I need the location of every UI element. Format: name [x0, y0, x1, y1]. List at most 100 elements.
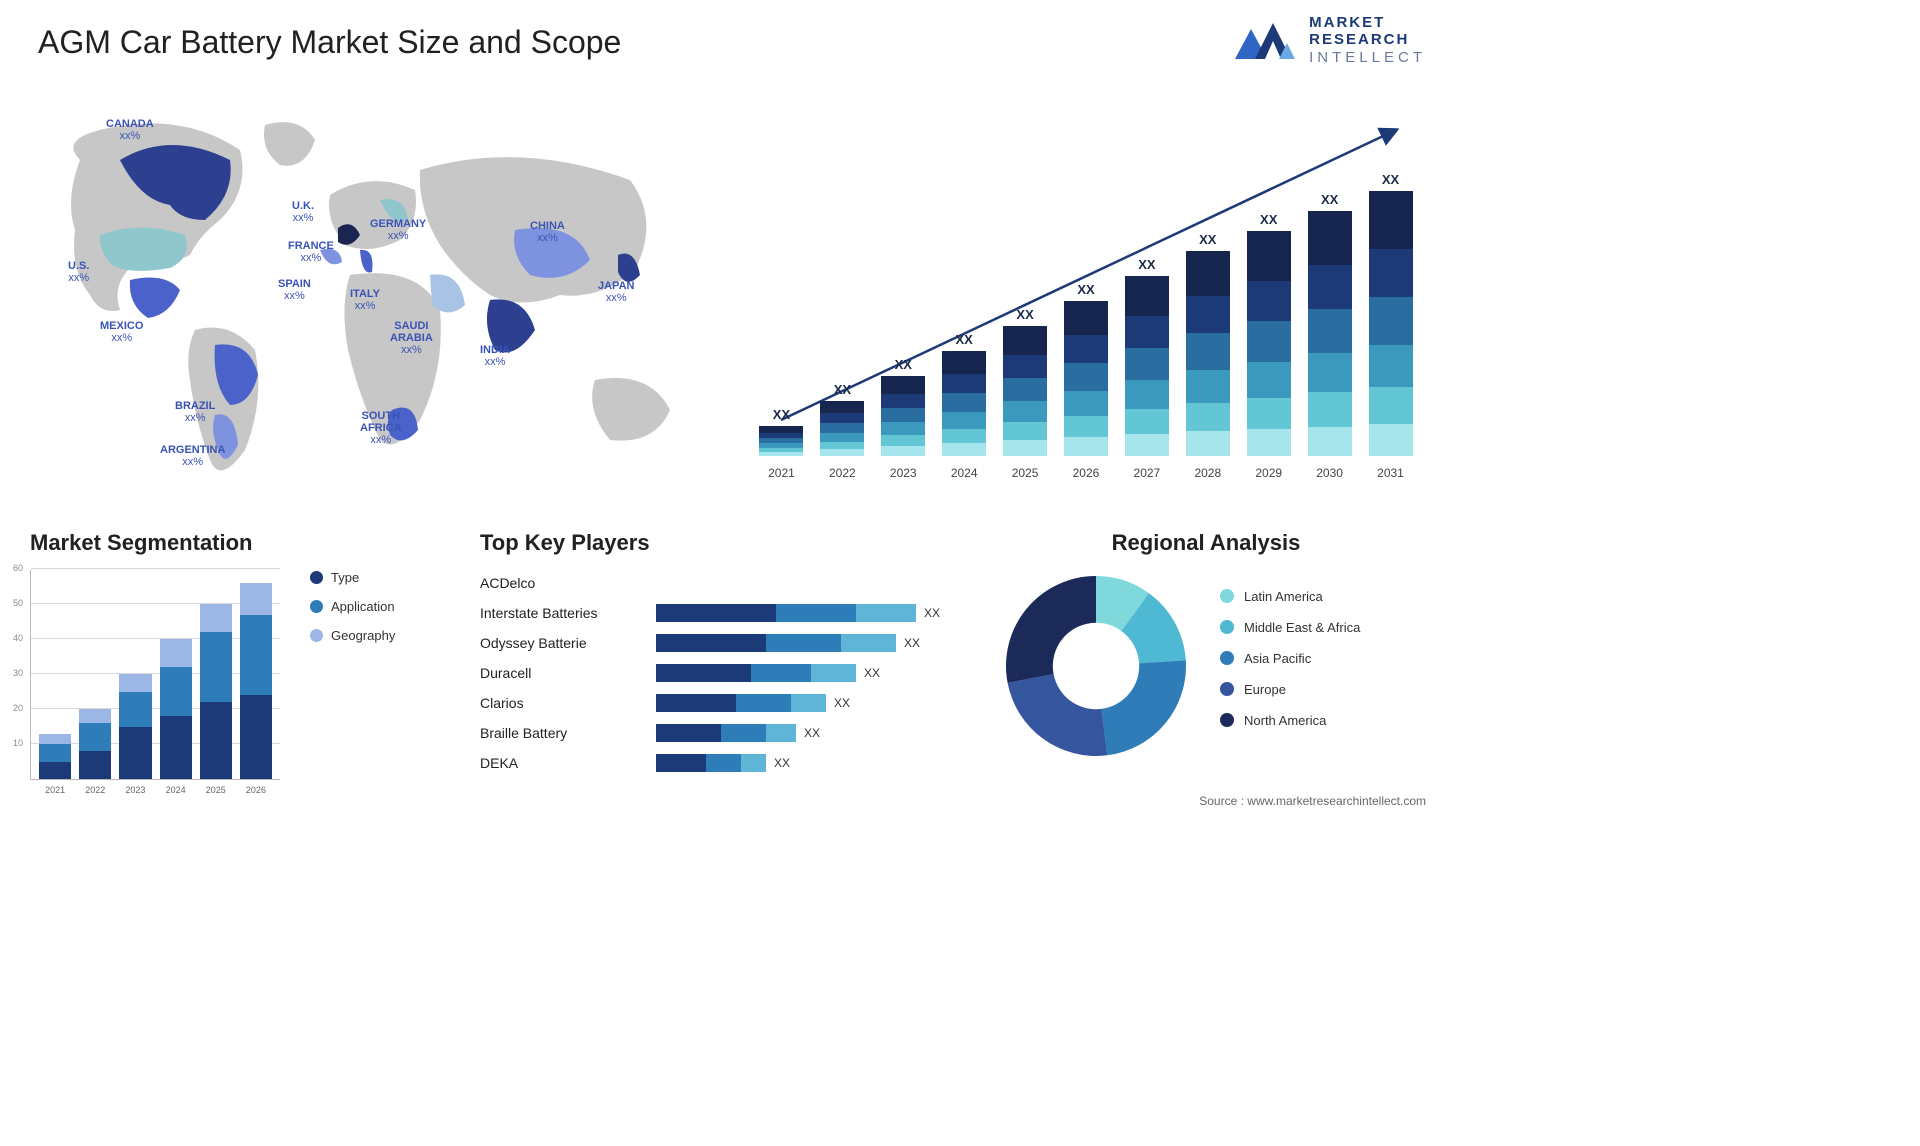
- x-axis-label: 2029: [1243, 466, 1294, 480]
- x-axis-label: 2026: [1061, 466, 1112, 480]
- x-axis-label: 2025: [1000, 466, 1051, 480]
- player-bar-row: XX: [656, 748, 980, 778]
- player-bar-row: [656, 568, 980, 598]
- players-bars: XX XX XX XX XX XX: [656, 568, 980, 778]
- player-value: XX: [774, 756, 790, 770]
- country-label: BRAZILxx%: [175, 400, 215, 424]
- country-label: U.K.xx%: [292, 200, 314, 224]
- forecast-bar: XX: [1000, 307, 1051, 456]
- players-title: Top Key Players: [480, 530, 980, 556]
- x-axis-label: 2023: [119, 785, 151, 795]
- country-label: MEXICOxx%: [100, 320, 143, 344]
- logo-text: MARKET RESEARCH INTELLECT: [1309, 14, 1426, 66]
- regional-panel: Regional Analysis Latin America Middle Ea…: [996, 530, 1416, 766]
- country-label: SAUDIARABIAxx%: [390, 320, 433, 356]
- legend-item: Latin America: [1220, 589, 1360, 604]
- country-label: CHINAxx%: [530, 220, 565, 244]
- country-label: INDIAxx%: [480, 344, 510, 368]
- regional-title: Regional Analysis: [996, 530, 1416, 556]
- x-axis-label: 2025: [200, 785, 232, 795]
- forecast-bar: XX: [1365, 172, 1416, 456]
- regional-donut-chart: [996, 566, 1196, 766]
- world-map: CANADAxx% U.S.xx% MEXICOxx% BRAZILxx% ARGENT…: [20, 100, 720, 500]
- bar-value-label: XX: [1016, 307, 1033, 322]
- forecast-bar: XX: [817, 382, 868, 456]
- x-axis-label: 2023: [878, 466, 929, 480]
- logo-mark-icon: [1233, 17, 1297, 63]
- country-label: SOUTHAFRICAxx%: [360, 410, 402, 446]
- page-title: AGM Car Battery Market Size and Scope: [38, 24, 621, 61]
- player-name: Odyssey Batterie: [480, 628, 640, 658]
- forecast-bar: XX: [939, 332, 990, 456]
- players-names: ACDelcoInterstate BatteriesOdyssey Batte…: [480, 568, 640, 778]
- player-bar-row: XX: [656, 688, 980, 718]
- x-axis-label: 2021: [39, 785, 71, 795]
- country-label: CANADAxx%: [106, 118, 154, 142]
- segmentation-bar: [39, 734, 71, 780]
- bar-value-label: XX: [956, 332, 973, 347]
- brand-logo: MARKET RESEARCH INTELLECT: [1233, 14, 1426, 66]
- bar-value-label: XX: [1199, 232, 1216, 247]
- bar-value-label: XX: [1321, 192, 1338, 207]
- segmentation-legend: Type Application Geography: [310, 570, 395, 780]
- segmentation-bar: [119, 674, 151, 779]
- players-panel: Top Key Players ACDelcoInterstate Batter…: [480, 530, 980, 778]
- forecast-bar: XX: [1121, 257, 1172, 456]
- donut-segment: [1101, 660, 1186, 755]
- player-value: XX: [864, 666, 880, 680]
- legend-item: Asia Pacific: [1220, 651, 1360, 666]
- player-name: Interstate Batteries: [480, 598, 640, 628]
- x-axis-label: 2022: [79, 785, 111, 795]
- source-text: Source : www.marketresearchintellect.com: [1199, 794, 1426, 808]
- forecast-bar-chart: XXXXXXXXXXXXXXXXXXXXXX 20212022202320242…: [756, 110, 1416, 480]
- country-label: GERMANYxx%: [370, 218, 426, 242]
- x-axis-label: 2022: [817, 466, 868, 480]
- segmentation-bar: [160, 639, 192, 779]
- player-value: XX: [804, 726, 820, 740]
- country-label: FRANCExx%: [288, 240, 334, 264]
- forecast-bar: XX: [1182, 232, 1233, 456]
- segmentation-bar: [240, 583, 272, 779]
- player-name: Duracell: [480, 658, 640, 688]
- bar-value-label: XX: [895, 357, 912, 372]
- bar-value-label: XX: [1077, 282, 1094, 297]
- x-axis-label: 2024: [160, 785, 192, 795]
- donut-segment: [1006, 576, 1096, 683]
- country-label: U.S.xx%: [68, 260, 89, 284]
- player-name: Clarios: [480, 688, 640, 718]
- x-axis-label: 2024: [939, 466, 990, 480]
- segmentation-title: Market Segmentation: [30, 530, 460, 556]
- player-bar-row: XX: [656, 718, 980, 748]
- x-axis-label: 2028: [1182, 466, 1233, 480]
- forecast-bar: XX: [878, 357, 929, 456]
- forecast-bar: XX: [1061, 282, 1112, 456]
- player-name: Braille Battery: [480, 718, 640, 748]
- bar-value-label: XX: [1382, 172, 1399, 187]
- bar-value-label: XX: [773, 407, 790, 422]
- forecast-bar: XX: [1304, 192, 1355, 456]
- legend-item: Application: [310, 599, 395, 614]
- segmentation-bar: [79, 709, 111, 779]
- player-bar-row: XX: [656, 658, 980, 688]
- segmentation-bar: [200, 604, 232, 779]
- legend-item: Geography: [310, 628, 395, 643]
- bar-value-label: XX: [1260, 212, 1277, 227]
- country-label: JAPANxx%: [598, 280, 634, 304]
- bar-value-label: XX: [1138, 257, 1155, 272]
- legend-item: Type: [310, 570, 395, 585]
- player-bar-row: XX: [656, 598, 980, 628]
- country-label: ITALYxx%: [350, 288, 380, 312]
- segmentation-chart: 102030405060 202120222023202420252026: [30, 570, 280, 780]
- player-name: DEKA: [480, 748, 640, 778]
- segmentation-panel: Market Segmentation 102030405060 2021202…: [30, 530, 460, 780]
- legend-item: Middle East & Africa: [1220, 620, 1360, 635]
- player-value: XX: [834, 696, 850, 710]
- donut-segment: [1008, 674, 1108, 756]
- player-name: ACDelco: [480, 568, 640, 598]
- x-axis-label: 2027: [1121, 466, 1172, 480]
- forecast-bar: XX: [1243, 212, 1294, 456]
- player-value: XX: [924, 606, 940, 620]
- legend-item: Europe: [1220, 682, 1360, 697]
- player-bar-row: XX: [656, 628, 980, 658]
- country-label: ARGENTINAxx%: [160, 444, 225, 468]
